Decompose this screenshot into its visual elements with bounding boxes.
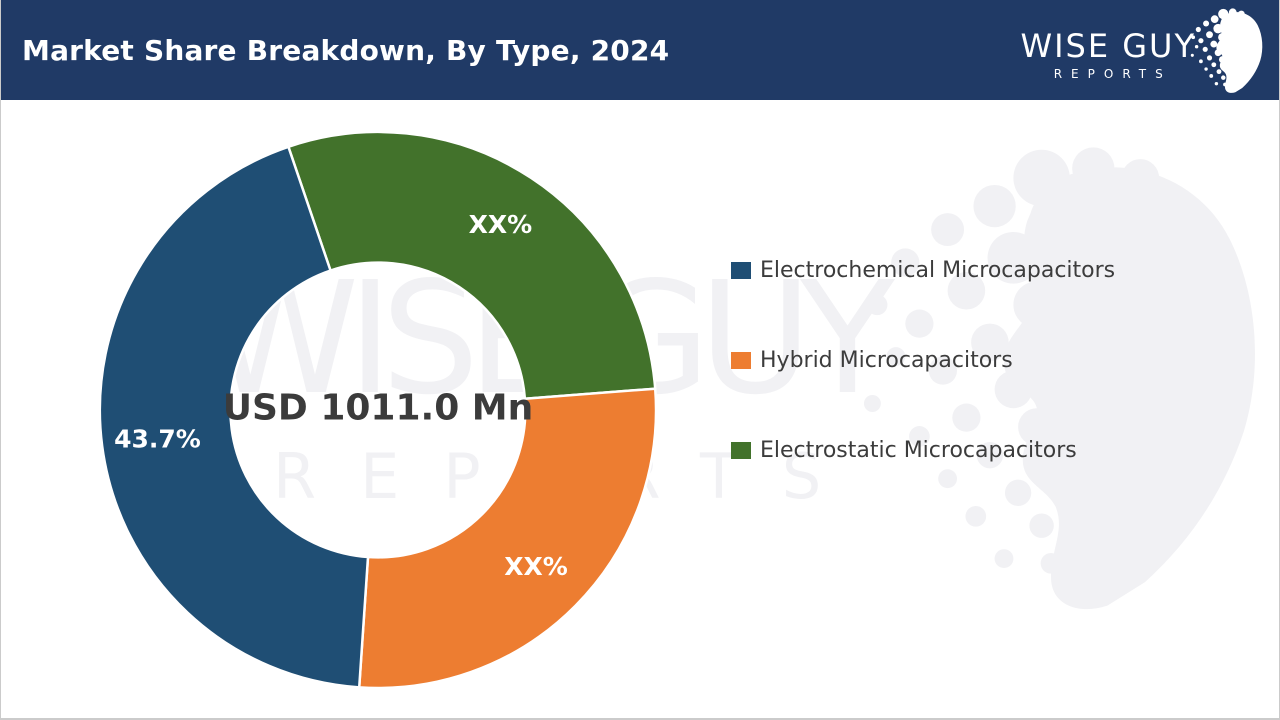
brand-logo: WISE GUY REPORTS [1020,8,1268,94]
legend-swatch-hybrid [731,351,751,369]
wedge-label-electrostatic: XX% [469,210,533,239]
wedge-label-hybrid: XX% [504,552,568,581]
header-bar: Market Share Breakdown, By Type, 2024 WI… [1,0,1279,100]
page-title: Market Share Breakdown, By Type, 2024 [22,33,670,67]
brand-face-icon [1190,8,1263,93]
brand-logo-text: WISE GUY REPORTS [1020,27,1196,81]
wedge-hybrid [357,387,658,690]
legend-label-hybrid: Hybrid Microcapacitors [760,347,1013,373]
brand-subname: REPORTS [1053,67,1172,81]
legend-label-electrochemical: Electrochemical Microcapacitors [760,257,1116,283]
wedge-label-electrochemical: 43.7% [114,424,201,453]
wedge-electrostatic [287,130,657,400]
legend-item-electrostatic: Electrostatic Microcapacitors [731,433,1115,467]
chart-center-value: USD 1011.0 Mn [222,387,534,429]
legend-item-electrochemical: Electrochemical Microcapacitors [731,253,1115,287]
donut-chart: XX% XX% 43.7% [98,130,658,690]
legend-swatch-electrostatic [731,441,751,459]
brand-name: WISE GUY [1020,27,1196,65]
chart-legend: Electrochemical Microcapacitors Hybrid Mi… [731,253,1115,523]
legend-item-hybrid: Hybrid Microcapacitors [731,343,1115,377]
legend-label-electrostatic: Electrostatic Microcapacitors [760,437,1077,463]
wedge-electrochemical [98,145,370,689]
legend-swatch-electrochemical [731,261,751,279]
